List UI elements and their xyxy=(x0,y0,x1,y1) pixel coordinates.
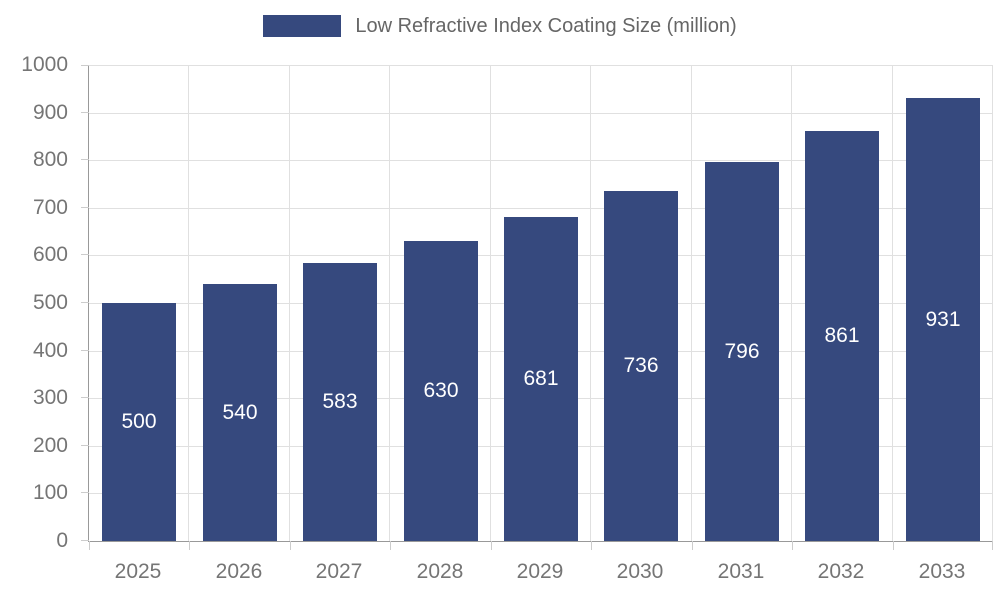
gridline-vertical xyxy=(490,65,491,541)
legend-label: Low Refractive Index Coating Size (milli… xyxy=(355,15,737,37)
y-tick-label: 400 xyxy=(32,339,68,362)
bar: 796 xyxy=(705,162,779,541)
gridline-horizontal xyxy=(89,65,993,66)
x-tick-label: 2030 xyxy=(616,560,664,583)
x-axis-tick xyxy=(792,541,793,550)
bar: 681 xyxy=(504,217,578,541)
bar: 736 xyxy=(604,191,678,541)
gridline-horizontal xyxy=(89,112,993,114)
legend-swatch-icon xyxy=(263,15,342,37)
x-tick-label: 2028 xyxy=(416,560,464,583)
gridline-vertical xyxy=(389,65,390,541)
y-tick-label: 0 xyxy=(56,529,68,552)
y-axis-tick xyxy=(81,540,89,541)
x-tick-label: 2026 xyxy=(215,560,263,583)
gridline-vertical xyxy=(289,65,290,541)
bar-value-label: 796 xyxy=(724,339,760,363)
y-tick-label: 700 xyxy=(32,196,68,219)
bar: 931 xyxy=(906,98,980,541)
y-axis-tick xyxy=(81,444,89,446)
y-tick-label: 600 xyxy=(32,243,68,266)
x-tick-label: 2027 xyxy=(315,560,363,583)
gridline-horizontal xyxy=(89,207,993,209)
y-tick-label: 1000 xyxy=(21,53,68,76)
y-axis-tick xyxy=(81,492,89,494)
y-axis-tick xyxy=(81,206,89,208)
legend-item[interactable]: Low Refractive Index Coating Size (milli… xyxy=(263,15,737,37)
y-axis-tick xyxy=(81,397,89,399)
x-axis-tick xyxy=(992,541,993,550)
x-axis-tick xyxy=(893,541,894,550)
bar: 540 xyxy=(203,284,277,541)
x-axis-tick xyxy=(89,541,90,550)
x-tick-label: 2033 xyxy=(918,560,966,583)
x-axis-tick xyxy=(692,541,693,550)
x-tick-label: 2031 xyxy=(717,560,765,583)
y-axis-tick xyxy=(81,349,89,351)
y-tick-label: 300 xyxy=(32,386,68,409)
y-tick-label: 100 xyxy=(32,481,68,504)
bar-value-label: 500 xyxy=(121,410,157,433)
y-axis-tick xyxy=(81,111,89,113)
y-tick-label: 200 xyxy=(32,434,68,457)
x-axis-tick xyxy=(290,541,291,550)
bar-value-label: 861 xyxy=(824,324,860,347)
bar-value-label: 931 xyxy=(925,307,961,331)
bar: 861 xyxy=(805,131,879,541)
legend: Low Refractive Index Coating Size (milli… xyxy=(0,15,1000,37)
y-tick-label: 900 xyxy=(32,101,68,124)
y-axis-tick xyxy=(81,65,89,66)
bar-value-label: 681 xyxy=(523,367,559,390)
x-tick-label: 2029 xyxy=(516,560,564,583)
bar-value-label: 583 xyxy=(322,390,358,413)
x-tick-label: 2032 xyxy=(817,560,865,583)
x-axis-tick xyxy=(491,541,492,550)
bar-value-label: 540 xyxy=(222,400,258,424)
gridline-vertical xyxy=(992,65,993,541)
bar: 500 xyxy=(102,303,176,541)
gridline-horizontal xyxy=(89,160,993,162)
gridline-vertical xyxy=(188,65,189,541)
gridline-vertical xyxy=(590,65,591,541)
x-axis-tick xyxy=(591,541,592,550)
y-tick-label: 500 xyxy=(32,291,68,314)
y-tick-label: 800 xyxy=(32,148,68,171)
bar-value-label: 630 xyxy=(423,379,459,402)
y-axis-tick xyxy=(81,302,89,303)
x-axis-tick xyxy=(189,541,190,550)
gridline-vertical xyxy=(892,65,893,541)
bar: 630 xyxy=(404,241,478,541)
bar-value-label: 736 xyxy=(623,354,659,377)
gridline-vertical xyxy=(691,65,692,541)
gridline-vertical xyxy=(791,65,792,541)
y-axis-tick xyxy=(81,254,89,256)
y-axis: 0 100 200 300 400 500 600 700 800 900 1000 xyxy=(0,53,78,552)
x-tick-label: 2025 xyxy=(114,560,162,583)
bar: 583 xyxy=(303,263,377,541)
y-axis-tick xyxy=(81,159,89,161)
x-axis-tick xyxy=(390,541,391,550)
plot-area: 500 540 583 630 681 736 796 861 931 xyxy=(81,65,993,550)
